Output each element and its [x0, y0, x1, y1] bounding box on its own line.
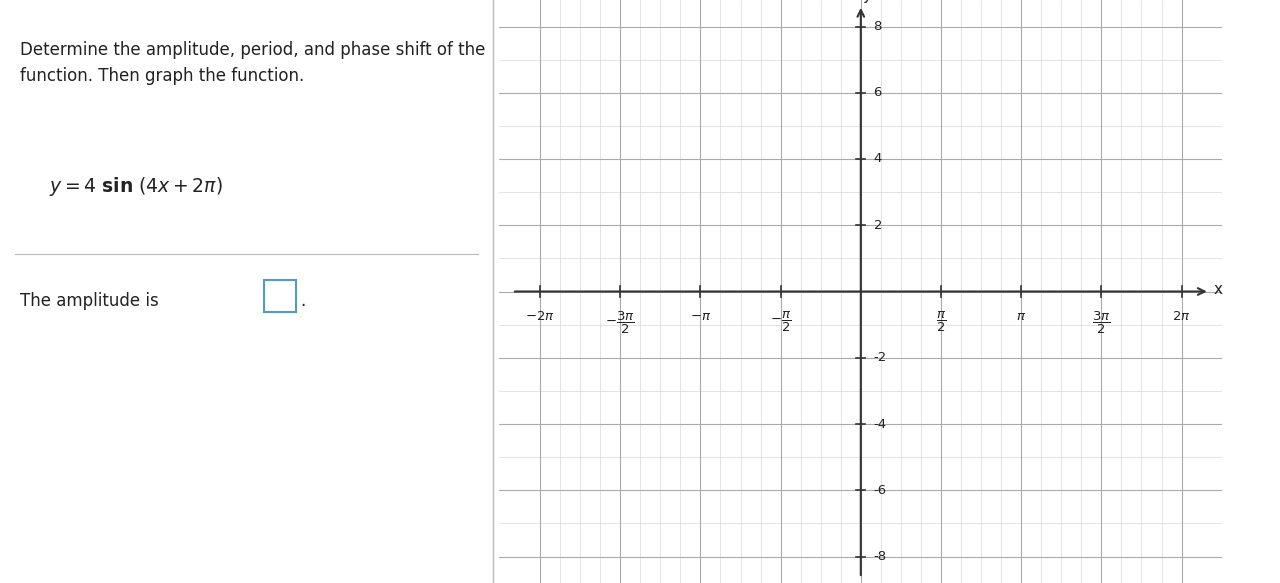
Text: 8: 8: [873, 20, 882, 33]
Text: $-\dfrac{3\pi}{2}$: $-\dfrac{3\pi}{2}$: [605, 310, 635, 336]
Text: $-\dfrac{\pi}{2}$: $-\dfrac{\pi}{2}$: [769, 310, 791, 334]
Text: The amplitude is: The amplitude is: [19, 292, 159, 310]
Text: $\dfrac{\pi}{2}$: $\dfrac{\pi}{2}$: [936, 310, 946, 334]
Text: -6: -6: [873, 484, 887, 497]
Text: -4: -4: [873, 417, 887, 430]
Text: $y = 4\ \mathbf{sin}\ (4x + 2\pi)$: $y = 4\ \mathbf{sin}\ (4x + 2\pi)$: [50, 175, 223, 198]
FancyBboxPatch shape: [264, 280, 296, 312]
Text: 6: 6: [873, 86, 882, 99]
Text: $2\pi$: $2\pi$: [1172, 310, 1190, 323]
Text: $-\pi$: $-\pi$: [690, 310, 712, 323]
Text: y: y: [863, 0, 872, 3]
Text: .: .: [301, 292, 306, 310]
Text: $\dfrac{3\pi}{2}$: $\dfrac{3\pi}{2}$: [1092, 310, 1111, 336]
Text: $\pi$: $\pi$: [1016, 310, 1027, 323]
Text: -2: -2: [873, 351, 887, 364]
Text: 2: 2: [873, 219, 882, 232]
Text: -8: -8: [873, 550, 887, 563]
Text: Determine the amplitude, period, and phase shift of the
function. Then graph the: Determine the amplitude, period, and pha…: [19, 41, 485, 85]
Text: 4: 4: [873, 153, 882, 166]
Text: $-2\pi$: $-2\pi$: [525, 310, 556, 323]
Text: x: x: [1213, 282, 1222, 297]
